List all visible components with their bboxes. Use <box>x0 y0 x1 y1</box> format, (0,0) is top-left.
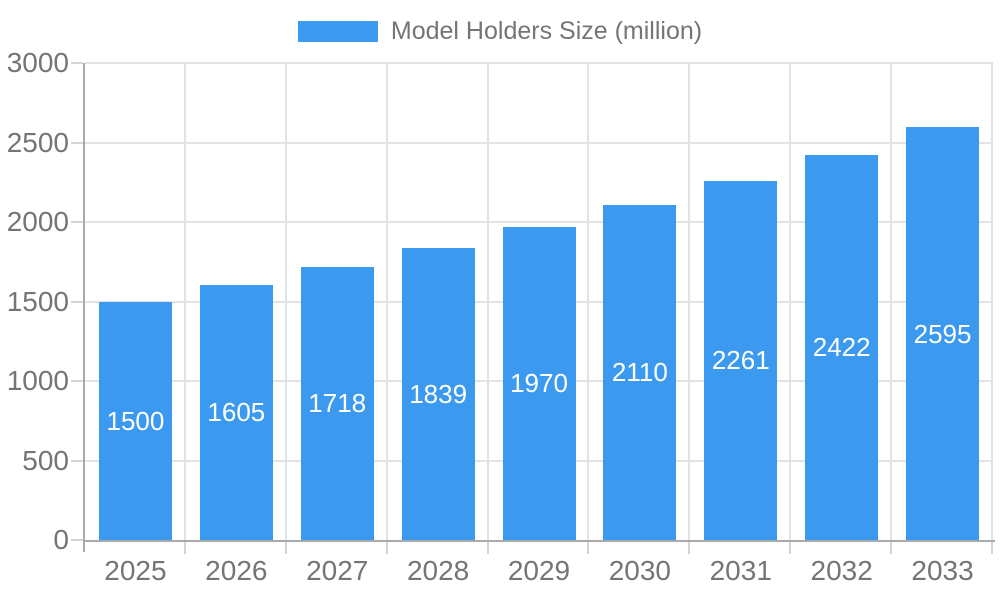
x-tick-label: 2029 <box>507 555 571 586</box>
x-axis-tick <box>890 542 893 554</box>
x-axis-tick <box>486 542 489 554</box>
plot-area: 1500 1605 1718 1839 1970 2110 2261 2422 2595 <box>71 62 995 554</box>
bar[interactable]: 2422 <box>805 154 879 540</box>
x-axis-tick <box>587 542 590 554</box>
h-gridline <box>85 221 993 223</box>
x-axis-tick <box>789 542 792 554</box>
y-axis-line <box>83 63 85 552</box>
y-tick-label: 0 <box>53 524 69 555</box>
bar[interactable]: 1718 <box>300 266 374 540</box>
bar-value-label: 1500 <box>106 405 165 436</box>
bar[interactable]: 2110 <box>603 204 677 540</box>
bar-value-label: 2422 <box>812 332 871 363</box>
bar[interactable]: 1839 <box>401 247 475 540</box>
legend-swatch <box>297 21 378 42</box>
x-axis-tick <box>385 542 388 554</box>
x-tick-label: 2026 <box>205 555 268 586</box>
x-axis-tick <box>688 542 691 554</box>
y-axis-tick <box>71 539 83 541</box>
v-gridline <box>890 63 893 540</box>
bar-value-label: 1605 <box>207 397 266 428</box>
y-axis-tick <box>71 459 83 462</box>
x-axis-line <box>83 540 995 542</box>
v-gridline <box>284 63 287 540</box>
x-tick-label: 2027 <box>306 555 369 586</box>
x-tick-label: 2031 <box>709 555 772 586</box>
v-gridline <box>486 63 489 540</box>
bar-value-label: 1970 <box>510 368 568 399</box>
bar-value-label: 2110 <box>611 357 668 388</box>
bar-value-label: 2595 <box>913 318 972 349</box>
x-axis-tick <box>284 542 287 554</box>
bar-value-label: 2261 <box>711 345 770 376</box>
x-tick-label: 2033 <box>911 555 974 586</box>
y-tick-label: 2500 <box>6 126 69 158</box>
v-gridline <box>991 63 993 540</box>
v-gridline <box>183 63 186 540</box>
x-tick-label: 2028 <box>406 555 470 586</box>
x-axis-tick <box>991 542 993 554</box>
bar-value-label: 1718 <box>308 388 367 419</box>
x-tick-label: 2032 <box>810 555 873 586</box>
v-gridline <box>688 63 691 540</box>
bar[interactable]: 1970 <box>502 226 576 540</box>
bar[interactable]: 2261 <box>704 180 778 540</box>
bar[interactable]: 2595 <box>906 127 980 540</box>
legend[interactable]: Model Holders Size (million) <box>0 17 1000 45</box>
y-tick-label: 1500 <box>6 285 69 317</box>
v-gridline <box>385 63 388 540</box>
bar-value-label: 1839 <box>409 378 468 409</box>
bar[interactable]: 1605 <box>199 284 273 540</box>
h-gridline <box>85 141 993 144</box>
y-tick-label: 1000 <box>6 365 69 396</box>
y-tick-label: 3000 <box>6 47 69 78</box>
x-tick-label: 2025 <box>104 555 167 586</box>
bar[interactable]: 1500 <box>98 301 172 540</box>
y-tick-label: 500 <box>22 444 69 476</box>
y-axis-tick <box>71 221 83 223</box>
v-gridline <box>789 63 792 540</box>
y-axis-tick <box>71 62 83 64</box>
y-axis-tick <box>71 141 83 144</box>
v-gridline <box>587 63 590 540</box>
y-axis-tick <box>71 380 83 382</box>
y-axis-tick <box>71 300 83 303</box>
x-axis-tick <box>183 542 186 554</box>
x-tick-label: 2030 <box>608 555 672 586</box>
y-tick-label: 2000 <box>6 206 69 237</box>
h-gridline <box>85 62 993 64</box>
legend-label: Model Holders Size (million) <box>390 17 703 45</box>
